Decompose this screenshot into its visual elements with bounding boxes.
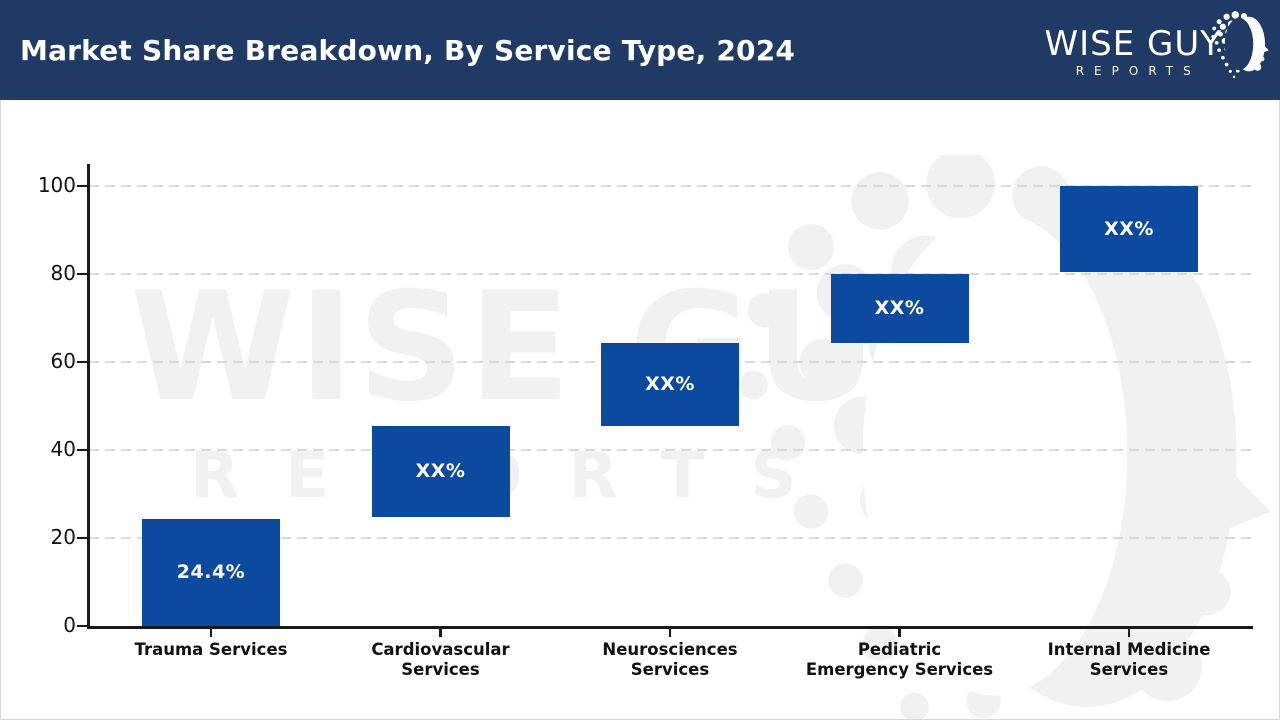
x-tick-mark	[668, 628, 672, 637]
bar-value-label: 24.4%	[176, 561, 246, 584]
logo-wordmark: WISE GUY	[1044, 24, 1222, 64]
x-category-label: Trauma Services	[134, 640, 288, 659]
bar-value-label: XX%	[874, 297, 925, 320]
x-category-label: Internal Medicine Services	[1047, 640, 1211, 679]
x-axis-line	[87, 626, 1253, 629]
bar: XX%	[371, 425, 510, 517]
brand-logo: WISE GUY REPORTS	[1044, 7, 1270, 91]
logo-head-icon	[1211, 11, 1269, 79]
gridline-40	[89, 449, 1256, 451]
x-category-label: Cardiovascular Services	[371, 640, 510, 679]
x-tick-mark	[439, 628, 442, 637]
y-tick-mark	[77, 448, 88, 452]
y-tick-mark	[77, 360, 88, 364]
x-tick-mark	[1127, 628, 1131, 637]
x-category-label: Pediatric Emergency Services	[805, 640, 994, 679]
y-tick-mark	[77, 184, 88, 188]
y-tick-mark	[77, 624, 88, 628]
header: Market Share Breakdown, By Service Type,…	[0, 0, 1280, 100]
x-tick-mark	[209, 628, 213, 637]
x-category-label: Neurosciences Services	[602, 640, 738, 679]
bar: XX%	[1060, 186, 1198, 273]
y-tick-mark	[77, 272, 88, 276]
y-tick-label: 20	[50, 525, 76, 549]
y-tick-label: 60	[50, 349, 76, 373]
y-axis-line	[87, 164, 90, 629]
bar: XX%	[830, 273, 969, 344]
gridline-20	[89, 537, 1256, 539]
y-tick-label: 40	[50, 437, 76, 461]
bar-value-label: XX%	[645, 373, 695, 396]
y-tick-label: 100	[37, 173, 76, 197]
x-tick-mark	[898, 628, 901, 637]
chart-area: WISE GUY REPORTS 0 20 40 60 80 100 24.4% Tra	[0, 100, 1280, 720]
logo-text: WISE GUY REPORTS	[1044, 26, 1222, 78]
bar: XX%	[601, 343, 739, 426]
chart-title: Market Share Breakdown, By Service Type,…	[20, 33, 796, 67]
y-tick-mark	[77, 536, 88, 540]
gridline-80	[89, 273, 1256, 275]
bar-value-label: XX%	[415, 460, 466, 483]
y-tick-label: 0	[63, 613, 76, 637]
gridline-100	[89, 185, 1256, 187]
bar: 24.4%	[142, 518, 280, 626]
logo-subtext: REPORTS	[1075, 64, 1201, 78]
plot: 0 20 40 60 80 100 24.4% Trauma Services XX% Cardi…	[0, 100, 1280, 720]
bar-value-label: XX%	[1104, 218, 1154, 241]
y-tick-label: 80	[50, 261, 76, 285]
